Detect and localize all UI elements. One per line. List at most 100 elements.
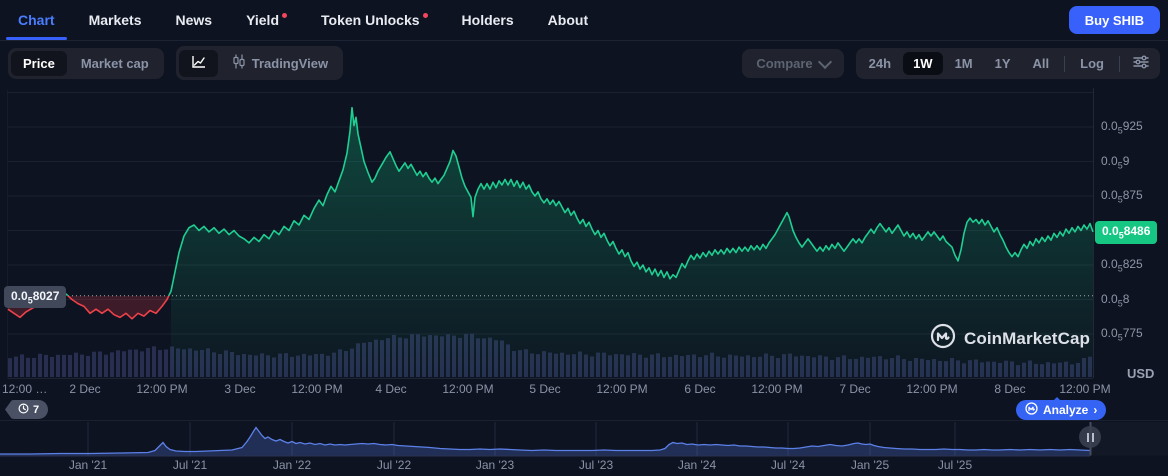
navigator-brush-handle[interactable] [1079, 426, 1101, 448]
x-axis-label: 12:00 PM [906, 382, 958, 396]
x-axis-label: 6 Dec [684, 382, 716, 396]
chart-type-toggle: TradingView [175, 46, 344, 80]
navigator-tick-label: Jul '24 [770, 458, 806, 472]
interval-selector: 24h 1W 1M 1Y All Log [855, 48, 1160, 79]
candlestick-icon [232, 54, 246, 72]
sliders-icon [1133, 55, 1149, 72]
chevron-down-icon [817, 54, 832, 69]
interval-all[interactable]: All [1032, 56, 1050, 71]
tab-label: Yield [246, 12, 279, 28]
x-axis-label: 7 Dec [839, 382, 871, 396]
price-subscript: 5 [27, 295, 33, 306]
x-axis-label: 5 Dec [529, 382, 561, 396]
x-axis-label: 4 Dec [375, 382, 407, 396]
chart-settings-button[interactable] [1125, 51, 1157, 76]
x-axis-label: 12:00 PM [596, 382, 648, 396]
notification-dot [422, 12, 428, 18]
price-line-green [60, 106, 1094, 296]
history-badge[interactable]: 7 [5, 400, 49, 419]
tab-about[interactable]: About [548, 0, 588, 40]
divider [1119, 55, 1120, 72]
navigator-chart [0, 422, 1168, 457]
chevron-right-icon: › [1093, 403, 1098, 417]
x-axis-label: 12:00 PM [136, 382, 188, 396]
x-axis-label: 12:00 PM [751, 382, 803, 396]
open-price-badge: 0.058027 [4, 285, 67, 309]
tab-bar: Chart Markets News Yield Token Unlocks Holder… [0, 0, 1168, 41]
navigator-tick-label: Jan '25 [850, 458, 890, 472]
y-axis-label: 0.05875 [1101, 188, 1143, 205]
current-price-badge: 0.058486 [1095, 221, 1158, 244]
tab-label: Token Unlocks [321, 12, 420, 28]
navigator-line [0, 426, 1091, 455]
notification-dot [282, 12, 287, 18]
tradingview-label: TradingView [251, 55, 329, 71]
y-axis-label: 0.05925 [1101, 119, 1143, 136]
tab-news[interactable]: News [175, 0, 212, 40]
y-axis-label: 0.059 [1101, 153, 1130, 170]
interval-1y[interactable]: 1Y [994, 56, 1011, 71]
chart-toolbar: Price Market cap [0, 40, 1168, 86]
watermark-text: CoinMarketCap [964, 328, 1090, 348]
navigator-tick-label: Jul '25 [937, 458, 973, 472]
interval-options: 24h 1W 1M 1Y All [859, 52, 1060, 75]
tab-label: Holders [461, 12, 514, 28]
tab-label: About [547, 12, 589, 28]
price-area-red [8, 295, 171, 319]
analyze-label: Analyze [1043, 403, 1089, 417]
x-axis-label: 12:00 PM [442, 382, 494, 396]
divider [1064, 55, 1066, 72]
interval-1m[interactable]: 1M [954, 56, 973, 71]
tab-chart[interactable]: Chart [6, 0, 66, 40]
price-digits: 8486 [1123, 224, 1151, 239]
price-subscript: 5 [1118, 230, 1124, 241]
price-prefix: 0.0 [11, 288, 28, 303]
navigator-tick-label: Jan '21 [68, 458, 108, 472]
x-axis-label: 12:00 PM [291, 382, 343, 396]
tab-holders[interactable]: Holders [462, 0, 514, 40]
navigator-selection [1090, 422, 1168, 456]
analyze-cmc-icon [1025, 402, 1038, 418]
toolbar-right-cluster: Compare 24h 1W 1M 1Y All Log [742, 48, 1160, 79]
x-axis-label: 12:00 … [2, 382, 48, 396]
currency-unit-label: USD [1127, 366, 1155, 381]
tradingview-type-button[interactable]: TradingView [220, 49, 340, 77]
metric-option-marketcap[interactable]: Market cap [80, 55, 149, 71]
interval-1w[interactable]: 1W [903, 52, 943, 75]
y-axis-label: 0.058 [1101, 291, 1130, 308]
price-prefix: 0.0 [1102, 224, 1119, 239]
y-axis-label: 0.05775 [1101, 326, 1143, 343]
x-axis-label: 2 Dec [69, 382, 101, 396]
tab-yield[interactable]: Yield [246, 0, 287, 40]
navigator-tick-label: Jan '23 [475, 458, 515, 472]
x-axis-label: 12:00 PM [1059, 382, 1111, 396]
navigator-tick-label: Jul '21 [172, 458, 208, 472]
metric-option-price[interactable]: Price [11, 50, 67, 76]
y-axis-label: 0.05825 [1101, 257, 1143, 274]
buy-shib-button[interactable]: Buy SHIB [1068, 6, 1160, 34]
line-chart-type-button[interactable] [178, 49, 218, 77]
clock-icon [18, 403, 29, 417]
price-digits: 8027 [32, 288, 60, 303]
tab-token-unlocks[interactable]: Token Unlocks [321, 0, 428, 40]
navigator-area [0, 427, 1090, 456]
x-axis-label: 8 Dec [994, 382, 1026, 396]
line-chart-icon [191, 55, 206, 72]
compare-label: Compare [756, 56, 813, 71]
tab-label: Chart [18, 12, 55, 28]
analyze-button[interactable]: Analyze › [1016, 397, 1107, 420]
navigator-tick-label: Jul '22 [376, 458, 412, 472]
tab-label: Markets [88, 12, 142, 28]
log-scale-button[interactable]: Log [1080, 56, 1104, 71]
tab-markets[interactable]: Markets [89, 0, 142, 40]
tab-list: Chart Markets News Yield Token Unlocks Holder… [6, 0, 588, 40]
compare-button[interactable]: Compare [742, 49, 844, 78]
interval-24h[interactable]: 24h [868, 56, 892, 71]
history-count: 7 [33, 403, 40, 416]
navigator-tick-label: Jan '24 [677, 458, 717, 472]
coinmarketcap-logo-icon [930, 323, 956, 354]
x-axis-label: 3 Dec [224, 382, 256, 396]
tab-label: News [175, 12, 213, 28]
